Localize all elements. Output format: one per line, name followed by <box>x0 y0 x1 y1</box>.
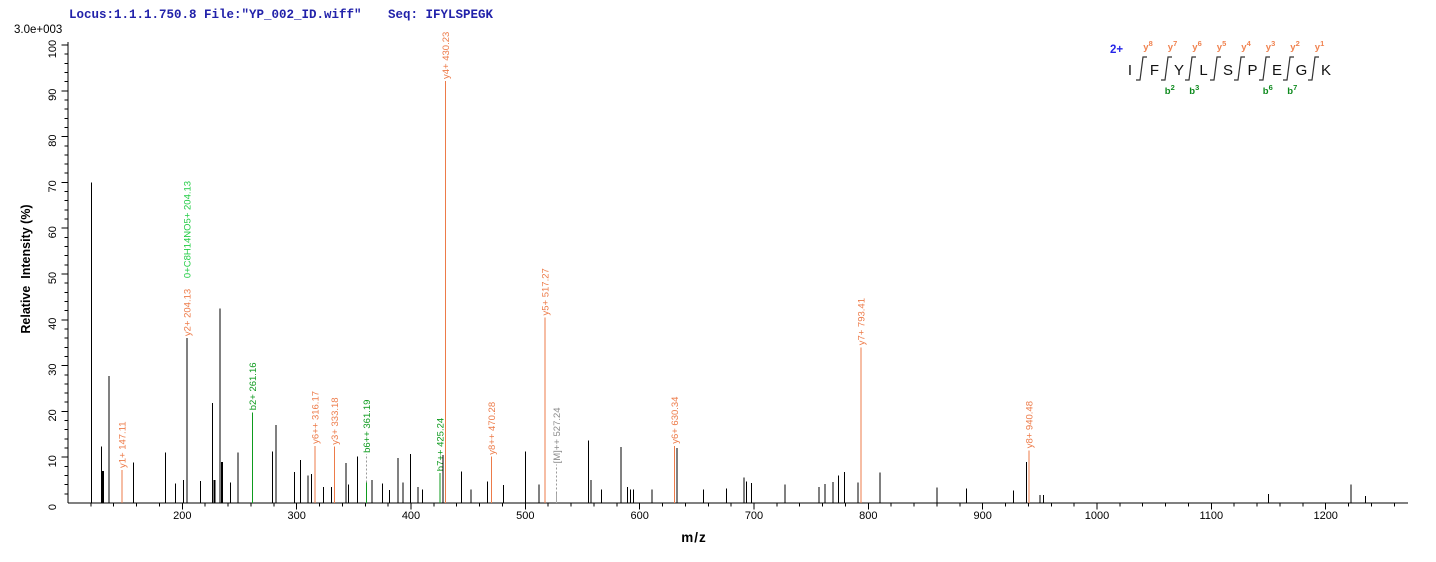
residue-letter: P <box>1247 62 1258 79</box>
peak-label: b7++ 425.24 <box>435 418 446 471</box>
residue-letter: Y <box>1173 62 1184 79</box>
peak-label: y8+ 940.48 <box>1025 401 1036 448</box>
fragment-divider-icon <box>1160 56 1172 81</box>
x-tick-label: 500 <box>516 510 534 522</box>
residue-letter: E <box>1271 62 1282 79</box>
sequence-header: Seq: IFYLSPEGK <box>388 8 493 22</box>
y-tick-label: 30 <box>47 363 59 375</box>
residue-letter: K <box>1320 62 1331 79</box>
x-tick-label: 300 <box>288 510 306 522</box>
x-tick-label: 1000 <box>1085 510 1109 522</box>
y-ion-label: y8 <box>1143 38 1153 53</box>
fragment-divider-icon <box>1136 56 1148 81</box>
x-tick-label: 700 <box>745 510 763 522</box>
peak-label: y7+ 793.41 <box>856 298 867 345</box>
fragment-divider-icon <box>1234 56 1246 81</box>
y-ion-label: y5 <box>1216 38 1227 53</box>
residue-letter: G <box>1295 62 1308 79</box>
y-ion-label: y1 <box>1314 38 1325 53</box>
residue-letter: I <box>1127 62 1133 79</box>
x-tick-label: 1200 <box>1313 510 1337 522</box>
peak-label: y2+ 204.13 <box>183 289 194 336</box>
y-ion-label: y6 <box>1192 38 1202 53</box>
peak-label: y8++ 470.28 <box>487 402 498 455</box>
x-tick-label: 600 <box>631 510 649 522</box>
y-tick-label: 100 <box>47 40 59 58</box>
y-ion-label: y7 <box>1167 38 1178 53</box>
peak-label: y3+ 333.18 <box>330 397 341 444</box>
y-tick-label: 90 <box>47 89 59 101</box>
peak-label: y1+ 147.11 <box>117 421 128 468</box>
fragment-divider-icon <box>1258 56 1270 81</box>
locus-file-header: Locus:1.1.1.750.8 File:"YP_002_ID.wiff" <box>69 8 362 22</box>
residue-letter: F <box>1149 62 1160 79</box>
precursor-charge: 2+ <box>1110 44 1124 56</box>
residue-letter: L <box>1199 62 1208 79</box>
residue-letter: S <box>1222 62 1233 79</box>
y-tick-label: 20 <box>47 409 59 421</box>
fragment-divider-icon <box>1209 56 1221 81</box>
x-tick-label: 1100 <box>1199 510 1223 522</box>
x-tick-label: 900 <box>974 510 992 522</box>
peak-label: y6+ 630.34 <box>670 397 681 444</box>
peak-label-secondary: 0+C8H14NO5+ 204.13 <box>183 181 194 278</box>
y-tick-label: 40 <box>47 318 59 330</box>
y-tick-label: 60 <box>47 226 59 238</box>
peak-label: b6++ 361.19 <box>362 400 373 453</box>
y-tick-label: 10 <box>47 455 59 467</box>
peak-label: y4+ 430.23 <box>441 32 452 79</box>
x-axis-title: m/z <box>681 530 707 545</box>
seq-value: IFYLSPEGK <box>425 8 494 22</box>
x-tick-label: 200 <box>173 510 191 522</box>
y-tick-label: 80 <box>47 134 59 146</box>
y-ion-label: y2 <box>1290 38 1300 53</box>
fragment-divider-icon <box>1185 56 1197 81</box>
fragment-divider-icon <box>1307 56 1319 81</box>
x-tick-label: 800 <box>859 510 877 522</box>
peak-label: y6++ 316.17 <box>311 391 322 444</box>
y-tick-label: 0 <box>47 504 59 510</box>
b-ion-label: b3 <box>1189 82 1200 97</box>
seq-label: Seq: <box>388 8 426 22</box>
b-ion-label: b6 <box>1262 82 1273 97</box>
b-ion-label: b7 <box>1287 82 1298 97</box>
y-tick-label: 50 <box>47 272 59 284</box>
x-tick-label: 400 <box>402 510 420 522</box>
peak-label: y5+ 517.27 <box>541 268 552 315</box>
fragment-divider-icon <box>1283 56 1295 81</box>
y-tick-label: 70 <box>47 180 59 192</box>
peak-label: [M]++ 527.24 <box>552 407 563 463</box>
b-ion-label: b2 <box>1164 82 1175 97</box>
y-ion-label: y4 <box>1241 38 1251 53</box>
peak-label: b2+ 261.16 <box>248 362 259 410</box>
intensity-scale-note: 3.0e+003 <box>14 24 63 36</box>
y-ion-label: y3 <box>1265 38 1276 53</box>
